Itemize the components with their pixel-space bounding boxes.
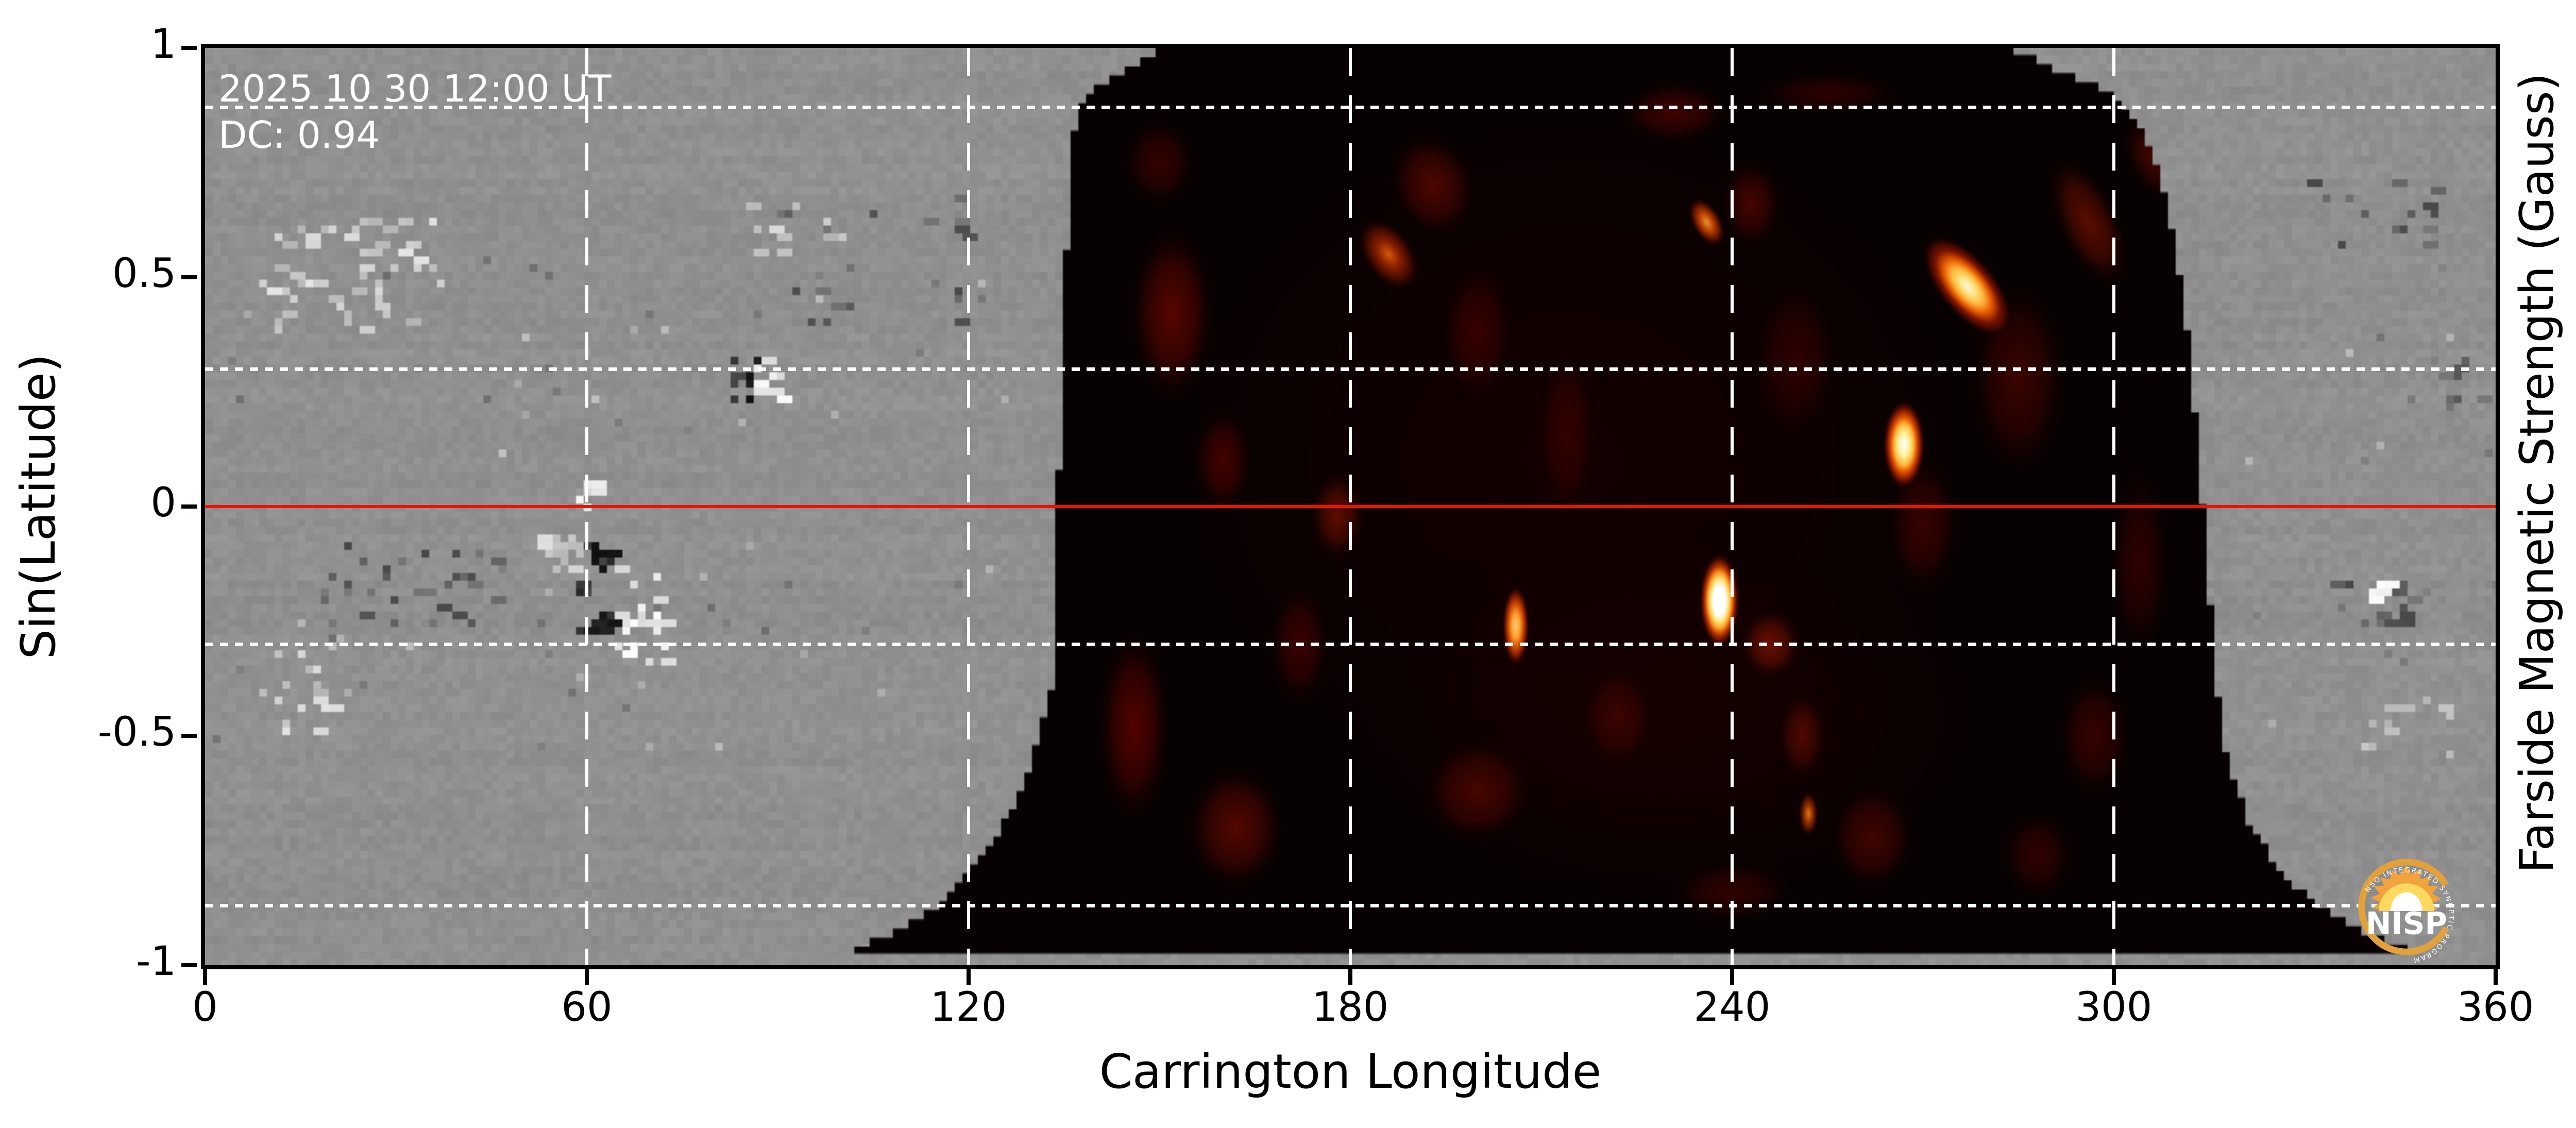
nisp-logo: NISP NSO INTEGRATED SYNOPTIC PROGRAM bbox=[2358, 858, 2455, 963]
x-tick-180 bbox=[1348, 969, 1352, 985]
map-region: 2025 10 30 12:00 UT DC: 0.94 NISP NSO IN… bbox=[205, 48, 2496, 965]
x-axis-title: Carrington Longitude bbox=[1099, 1044, 1602, 1099]
x-tick-0 bbox=[203, 969, 207, 985]
gridline-horizontal-0.87 bbox=[205, 106, 2496, 110]
y-tick-0 bbox=[181, 504, 197, 509]
y-tick-label-1: 1 bbox=[150, 21, 176, 68]
plot-area: 2025 10 30 12:00 UT DC: 0.94 NISP NSO IN… bbox=[201, 44, 2500, 969]
x-tick-label-60: 60 bbox=[561, 984, 613, 1031]
x-tick-120 bbox=[967, 969, 971, 985]
map-annotation: 2025 10 30 12:00 UT DC: 0.94 bbox=[218, 65, 611, 158]
logo-core bbox=[2391, 892, 2422, 911]
x-tick-label-360: 360 bbox=[2457, 984, 2534, 1031]
x-tick-240 bbox=[1730, 969, 1734, 985]
datetime-label: 2025 10 30 12:00 UT bbox=[218, 67, 612, 110]
y-tick--0.5 bbox=[181, 734, 197, 738]
y-tick-label-0: 0 bbox=[150, 480, 176, 526]
y-axis-title: Sin(Latitude) bbox=[11, 353, 66, 660]
logo-nisp-text: NISP bbox=[2366, 906, 2447, 942]
y-tick--1 bbox=[181, 963, 197, 967]
x-tick-label-0: 0 bbox=[192, 984, 218, 1031]
x-tick-300 bbox=[2112, 969, 2116, 985]
x-tick-60 bbox=[585, 969, 589, 985]
x-tick-label-300: 300 bbox=[2075, 984, 2153, 1031]
gridline-horizontal-0.3 bbox=[205, 367, 2496, 371]
x-tick-360 bbox=[2494, 969, 2498, 985]
equator-line bbox=[205, 505, 2496, 508]
x-tick-label-180: 180 bbox=[1312, 984, 1389, 1031]
x-tick-label-240: 240 bbox=[1693, 984, 1771, 1031]
gridline-horizontal--0.87 bbox=[205, 903, 2496, 907]
dc-label: DC: 0.94 bbox=[218, 113, 380, 157]
x-tick-label-120: 120 bbox=[930, 984, 1007, 1031]
y-tick-label-0.5: 0.5 bbox=[112, 250, 176, 297]
farside-colorbar-title: Farside Magnetic Strength (Gauss) bbox=[2510, 73, 2564, 873]
gridline-horizontal--0.3 bbox=[205, 642, 2496, 646]
y-tick-0.5 bbox=[181, 275, 197, 279]
y-tick-label--1: -1 bbox=[136, 938, 176, 985]
y-tick-label--0.5: -0.5 bbox=[97, 709, 176, 755]
y-tick-1 bbox=[181, 46, 197, 50]
